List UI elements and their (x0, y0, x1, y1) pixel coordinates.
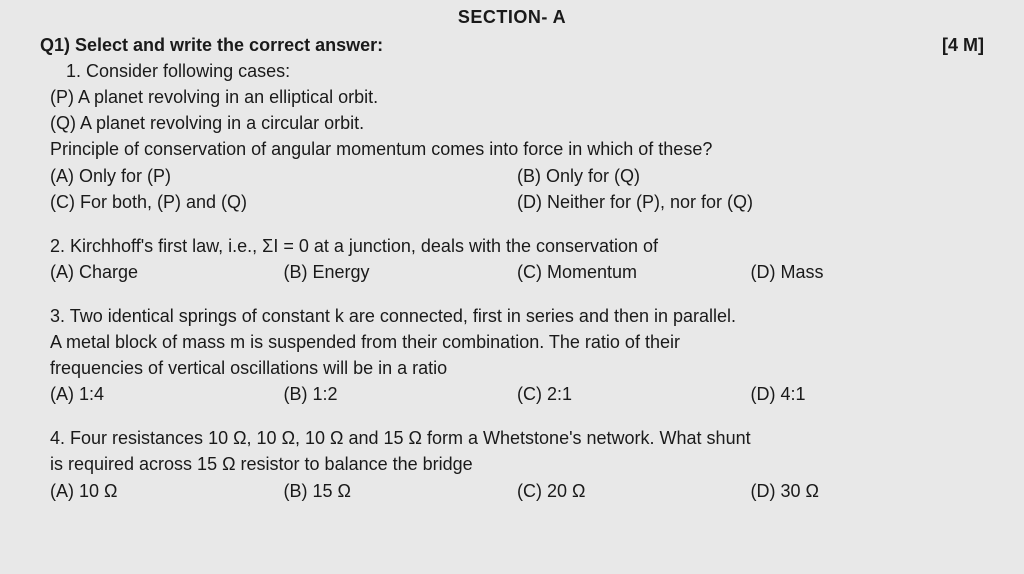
q1-3-stem1: 3. Two identical springs of constant k a… (50, 303, 984, 329)
q1-3-opt-c: (C) 2:1 (517, 381, 751, 407)
q1-1-case-p: (P) A planet revolving in an elliptical … (50, 84, 984, 110)
q1-3-opt-a: (A) 1:4 (50, 381, 284, 407)
q1-2-options: (A) Charge (B) Energy (C) Momentum (D) M… (50, 259, 984, 285)
q1-2: 2. Kirchhoff's first law, i.e., ΣI = 0 a… (40, 233, 984, 285)
q1-2-opt-d: (D) Mass (751, 259, 985, 285)
exam-page: SECTION- A Q1) Select and write the corr… (0, 0, 1024, 524)
q1-2-stem: 2. Kirchhoff's first law, i.e., ΣI = 0 a… (50, 233, 984, 259)
q1-2-opt-c: (C) Momentum (517, 259, 751, 285)
q1-1-opt-a: (A) Only for (P) (50, 163, 517, 189)
q1-4-opt-a: (A) 10 Ω (50, 478, 284, 504)
q1-3-stem3: frequencies of vertical oscillations wil… (50, 355, 984, 381)
q1-2-opt-b: (B) Energy (284, 259, 518, 285)
q1-header-row: Q1) Select and write the correct answer:… (40, 32, 984, 58)
q1-1-opt-d: (D) Neither for (P), nor for (Q) (517, 189, 984, 215)
q1-1-opt-c: (C) For both, (P) and (Q) (50, 189, 517, 215)
q1-4-options: (A) 10 Ω (B) 15 Ω (C) 20 Ω (D) 30 Ω (50, 478, 984, 504)
section-header: SECTION- A (40, 4, 984, 30)
q1-heading: Q1) Select and write the correct answer: (40, 32, 383, 58)
q1-4-stem1: 4. Four resistances 10 Ω, 10 Ω, 10 Ω and… (50, 425, 984, 451)
q1-3-opt-b: (B) 1:2 (284, 381, 518, 407)
q1-1: 1. Consider following cases: (P) A plane… (40, 58, 984, 215)
q1-3-stem2: A metal block of mass m is suspended fro… (50, 329, 984, 355)
q1-4-stem2: is required across 15 Ω resistor to bala… (50, 451, 984, 477)
q1-1-options-row2: (C) For both, (P) and (Q) (D) Neither fo… (50, 189, 984, 215)
q1-4: 4. Four resistances 10 Ω, 10 Ω, 10 Ω and… (40, 425, 984, 503)
q1-1-case-q: (Q) A planet revolving in a circular orb… (50, 110, 984, 136)
q1-3-options: (A) 1:4 (B) 1:2 (C) 2:1 (D) 4:1 (50, 381, 984, 407)
q1-1-opt-b: (B) Only for (Q) (517, 163, 984, 189)
q1-marks: [4 M] (942, 32, 984, 58)
q1-4-opt-c: (C) 20 Ω (517, 478, 751, 504)
q1-4-opt-b: (B) 15 Ω (284, 478, 518, 504)
q1-2-opt-a: (A) Charge (50, 259, 284, 285)
q1-3: 3. Two identical springs of constant k a… (40, 303, 984, 407)
q1-4-opt-d: (D) 30 Ω (751, 478, 985, 504)
q1-1-options-row1: (A) Only for (P) (B) Only for (Q) (50, 163, 984, 189)
q1-1-stem: 1. Consider following cases: (66, 58, 984, 84)
q1-1-question: Principle of conservation of angular mom… (50, 136, 984, 162)
q1-3-opt-d: (D) 4:1 (751, 381, 985, 407)
